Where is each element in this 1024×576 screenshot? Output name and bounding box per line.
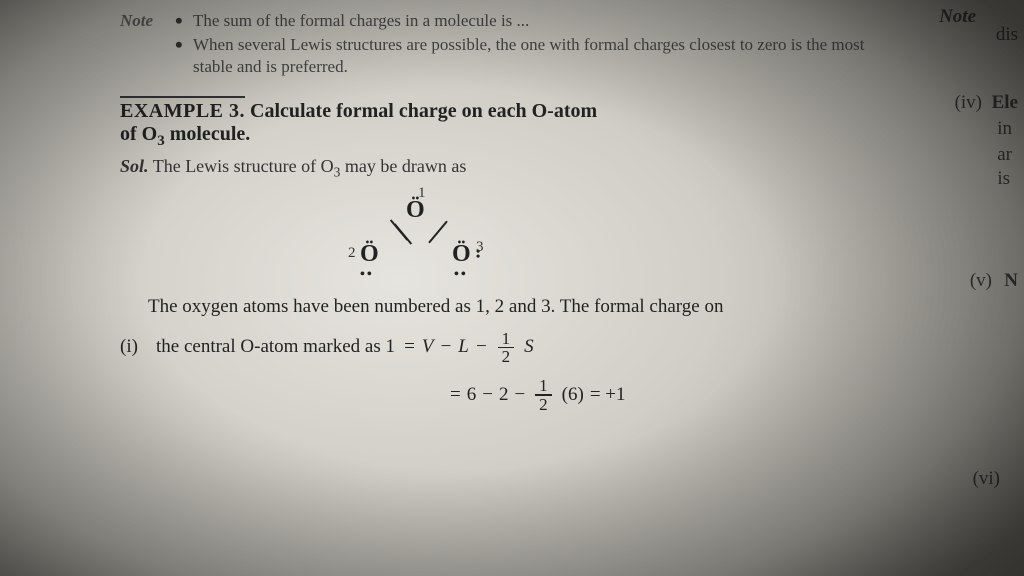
example-prompt-sub: 3: [157, 133, 165, 149]
solution-lead-b: may be drawn as: [340, 156, 466, 176]
note-label: Note: [120, 10, 175, 32]
bond-1-2b: [394, 223, 412, 244]
right-v: (v): [970, 270, 992, 292]
item-i-text: the central O-atom marked as 1: [156, 336, 395, 358]
atom-1: Ö: [406, 197, 425, 224]
right-in: in: [997, 118, 1012, 140]
example-prompt-tail: molecule.: [165, 123, 251, 145]
fraction-half-2: 1 2: [535, 377, 552, 413]
bullet-2: •: [175, 34, 193, 56]
right-iv: (iv): [955, 92, 982, 114]
right-is: is: [997, 168, 1010, 190]
right-ele: Ele: [992, 92, 1018, 114]
bullet-1: •: [175, 10, 193, 32]
atom-2: Ö: [360, 241, 379, 268]
item-i-label: (i): [120, 336, 156, 358]
atom-label-2: 2: [348, 245, 356, 262]
right-page-edge: Note dis (iv) Ele in ar is (v) N (vi): [894, 0, 1024, 576]
example-prompt-a: Calculate formal charge on each O-atom: [250, 100, 597, 122]
right-vi: (vi): [973, 468, 1000, 490]
formula-1: = V − L − 1 2 S: [403, 330, 534, 366]
lone-pair-2b: ••: [360, 267, 374, 283]
lone-pair-3b: ••: [454, 267, 468, 283]
fraction-half-1: 1 2: [498, 330, 515, 366]
bond-1-3: [428, 221, 448, 244]
example-prompt-b: of O: [120, 123, 157, 145]
right-dis: dis: [996, 24, 1018, 46]
atom-3: Ö: [452, 241, 471, 268]
note-text-2: When several Lewis structures are possib…: [193, 34, 880, 78]
item-i: (i) the central O-atom marked as 1 = V −…: [120, 330, 880, 366]
solution-line: Sol. The Lewis structure of O3 may be dr…: [120, 156, 880, 181]
formula-2: = 6 − 2 − 1 2 (6) = +1: [450, 377, 880, 413]
example-label: EXAMPLE 3.: [120, 96, 245, 123]
right-N: N: [1004, 270, 1018, 292]
note-text-1: The sum of the formal charges in a molec…: [193, 10, 880, 32]
lone-pair-3s: ••: [476, 249, 480, 259]
oxygen-paragraph: The oxygen atoms have been numbered as 1…: [120, 294, 880, 320]
lewis-diagram: 1 Ö 2 Ö •• Ö 3 •• ••: [320, 189, 520, 284]
note-line-1: Note • The sum of the formal charges in …: [120, 10, 880, 32]
example-heading: EXAMPLE 3. Calculate formal charge on ea…: [120, 96, 880, 150]
right-note: Note: [939, 6, 976, 28]
solution-lead-a: The Lewis structure of O: [153, 156, 334, 176]
note-line-2: • When several Lewis structures are poss…: [120, 34, 880, 78]
solution-label: Sol.: [120, 156, 149, 176]
right-ar: ar: [997, 144, 1012, 166]
